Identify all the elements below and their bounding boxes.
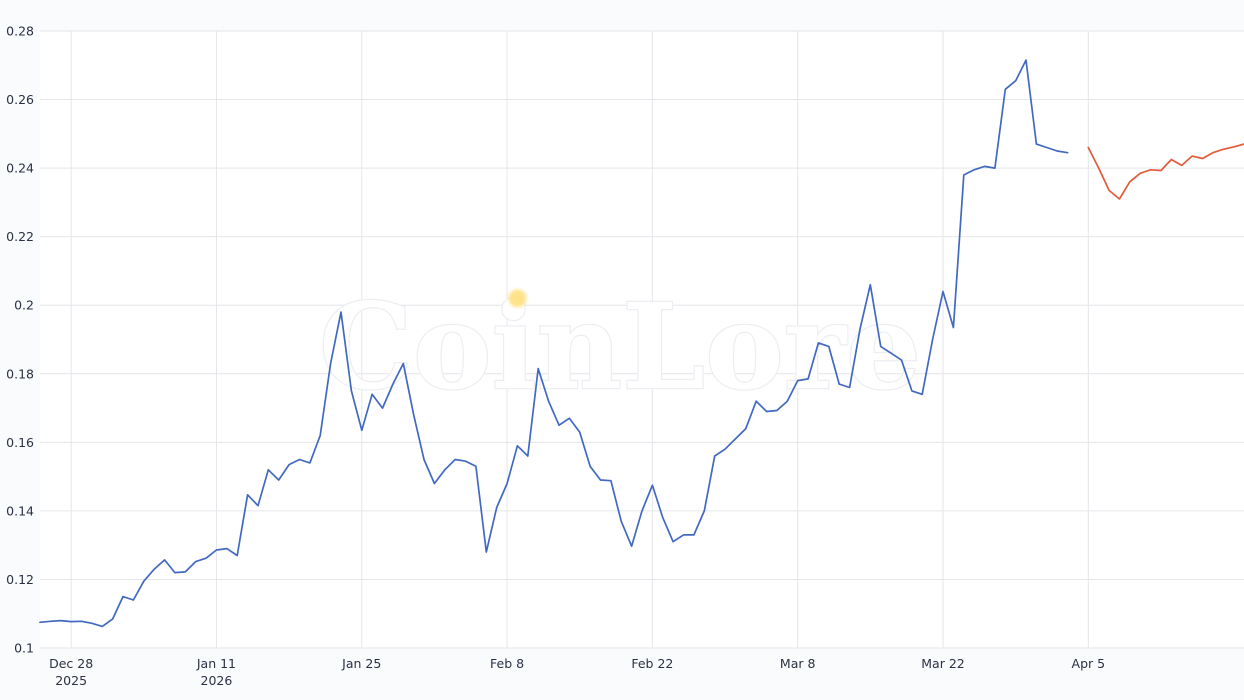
y-tick-label: 0.14 [6, 503, 34, 518]
x-tick-label: Jan 25 [341, 656, 381, 671]
highlight-marker [508, 289, 527, 308]
x-tick-year-label: 2025 [55, 673, 87, 688]
y-tick-label: 0.16 [6, 435, 34, 450]
series-lines [39, 59, 1244, 628]
plot-background [40, 31, 1244, 648]
x-tick-label: Jan 11 [196, 656, 236, 671]
x-tick-label: Mar 22 [921, 656, 964, 671]
y-tick-label: 0.2 [14, 298, 34, 313]
y-tick-label: 0.1 [14, 641, 34, 656]
y-tick-label: 0.26 [6, 92, 34, 107]
y-tick-label: 0.18 [6, 366, 34, 381]
x-axis-labels: Dec 28 2025 Jan 11 2026 Jan 25 Feb 8 Feb 22 Mar… [49, 656, 1105, 688]
x-tick-label: Mar 8 [780, 656, 816, 671]
y-axis-labels: 0.1 0.12 0.14 0.16 0.18 0.2 0.22 0.24 0.26 0.28 [6, 24, 34, 656]
price-history-line[interactable] [39, 59, 1069, 628]
coinlore-watermark: CoinLore [319, 277, 921, 416]
x-tick-label: Feb 22 [631, 656, 673, 671]
x-tick-label: Apr 5 [1072, 656, 1106, 671]
y-tick-label: 0.28 [6, 24, 34, 39]
y-tick-label: 0.12 [6, 572, 34, 587]
x-tick-label: Feb 8 [490, 656, 524, 671]
x-tick-label: Dec 28 [49, 656, 93, 671]
y-tick-label: 0.24 [6, 161, 34, 176]
x-tick-year-label: 2026 [201, 673, 233, 688]
forecast-line[interactable] [1087, 143, 1244, 200]
y-tick-label: 0.22 [6, 229, 34, 244]
